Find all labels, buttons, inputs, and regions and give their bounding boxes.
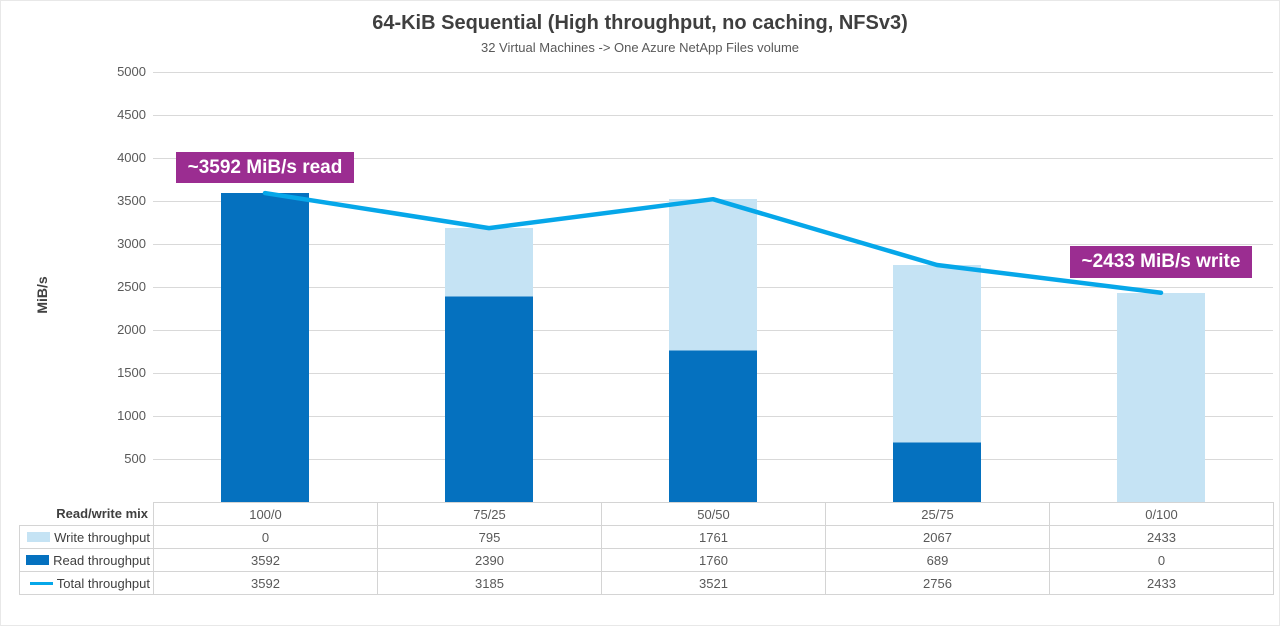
chart-subtitle: 32 Virtual Machines -> One Azure NetApp … [480, 40, 800, 55]
read-throughput-bar [669, 350, 757, 502]
read-throughput-bar [221, 193, 309, 502]
write-throughput-bar [669, 199, 757, 351]
value-cell: 3185 [377, 571, 602, 595]
write-throughput-legend-swatch [27, 532, 51, 542]
category-header-cell: 0/100 [1049, 502, 1274, 526]
y-tick-label: 2500 [117, 279, 146, 294]
y-tick-label: 4000 [117, 150, 146, 165]
total-throughput-line [262, 190, 1164, 296]
y-tick-label: 3500 [117, 193, 146, 208]
value-cell: 0 [1049, 548, 1274, 572]
value-cell: 2433 [1049, 525, 1274, 549]
value-cell: 3592 [153, 548, 378, 572]
read-callout: ~3592 MiB/s read [176, 152, 354, 183]
y-tick-label: 4500 [117, 107, 146, 122]
series-label-cell: Total throughput [19, 571, 154, 595]
write-throughput-bar [1117, 292, 1205, 502]
series-label-cell: Write throughput [19, 525, 154, 549]
value-cell: 1761 [601, 525, 826, 549]
table-header-row: Read/write mix 100/0 75/25 50/50 25/75 0/100 [19, 502, 1274, 526]
bars [221, 193, 1205, 502]
y-tick-label: 3000 [117, 236, 146, 251]
row-header-read-write-mix: Read/write mix [19, 502, 154, 526]
table-row: Total throughput 3592 3185 3521 2756 2433 [19, 571, 1274, 595]
y-tick-label: 2000 [117, 322, 146, 337]
series-label-cell: Read throughput [19, 548, 154, 572]
legend-label: Total throughput [56, 575, 150, 591]
y-tick-label: 500 [124, 451, 146, 466]
value-cell: 3592 [153, 571, 378, 595]
y-tick-label: 1000 [117, 408, 146, 423]
value-cell: 689 [825, 548, 1050, 572]
write-throughput-bar [893, 264, 981, 443]
chart-title: 64-KiB Sequential (High throughput, no c… [372, 12, 908, 34]
value-cell: 0 [153, 525, 378, 549]
category-header-cell: 75/25 [377, 502, 602, 526]
value-cell: 2756 [825, 571, 1050, 595]
table-row: Write throughput 0 795 1761 2067 2433 [19, 525, 1274, 549]
value-cell: 1760 [601, 548, 826, 572]
legend-label: Read throughput [53, 552, 150, 568]
value-cell: 2390 [377, 548, 602, 572]
value-cell: 3521 [601, 571, 826, 595]
total-throughput-legend-swatch [29, 581, 53, 585]
table-row: Read throughput 3592 2390 1760 689 0 [19, 548, 1274, 572]
y-tick-label: 5000 [117, 64, 146, 79]
category-header-cell: 25/75 [825, 502, 1050, 526]
read-throughput-bar [445, 296, 533, 502]
value-cell: 2433 [1049, 571, 1274, 595]
write-throughput-bar [445, 228, 533, 297]
category-header-cell: 50/50 [601, 502, 826, 526]
category-header-cell: 100/0 [153, 502, 378, 526]
y-tick-label: 1500 [117, 365, 146, 380]
read-throughput-legend-swatch [26, 555, 50, 565]
value-cell: 795 [377, 525, 602, 549]
data-table: Read/write mix 100/0 75/25 50/50 25/75 0/100 W… [19, 502, 1274, 595]
legend-label: Write throughput [54, 529, 150, 545]
write-callout: ~2433 MiB/s write [1070, 246, 1252, 278]
value-cell: 2067 [825, 525, 1050, 549]
read-throughput-bar [893, 442, 981, 502]
